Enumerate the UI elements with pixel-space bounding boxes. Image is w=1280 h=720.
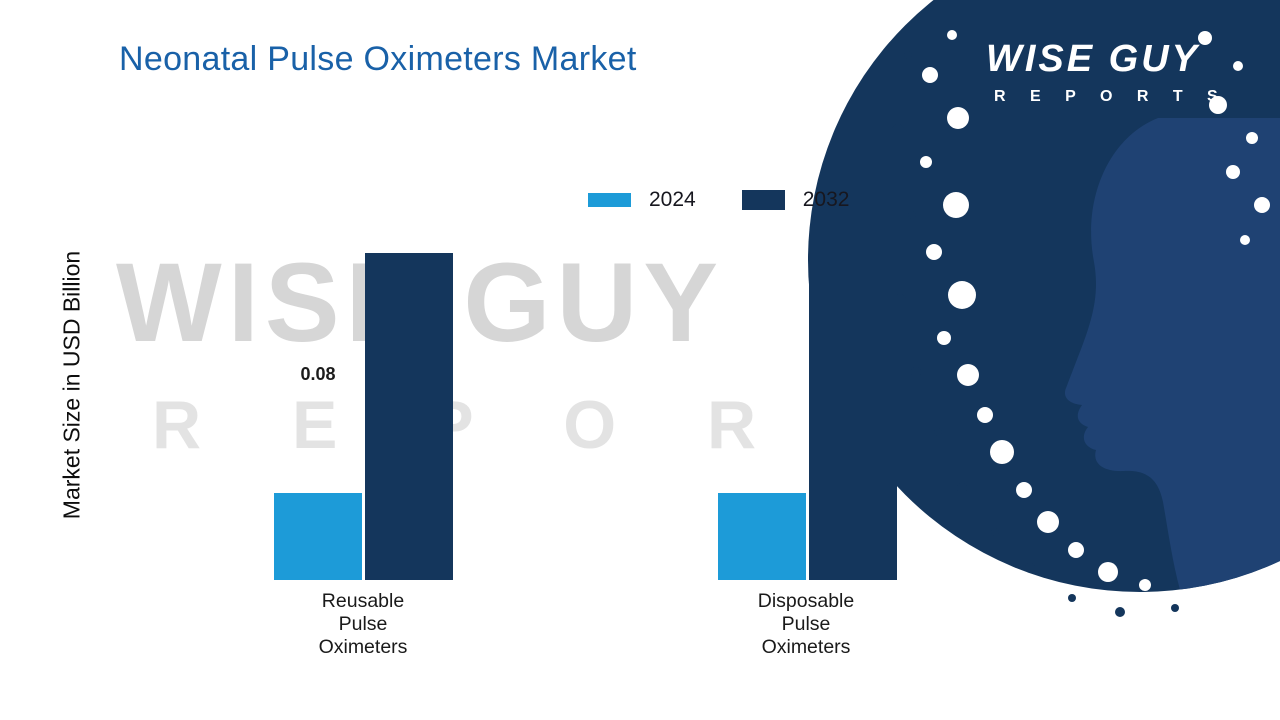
- bar-2024-disposable: [718, 493, 806, 580]
- legend-label-2032: 2032: [802, 188, 850, 211]
- bar-2024-reusable: [274, 493, 362, 580]
- chart-legend: 2024 2032: [588, 188, 849, 212]
- bar-value-label: 0.08: [300, 364, 336, 384]
- legend-label-2024: 2024: [649, 188, 696, 211]
- logo-wordmark: WISE GUY: [986, 38, 1201, 80]
- bar-2032-reusable: [365, 253, 453, 580]
- halftone-dots-navy: [892, 51, 1179, 617]
- logo-subtitle: R E P O R T S: [994, 88, 1228, 105]
- category-label-reusable: Reusable Pulse Oximeters: [318, 590, 408, 658]
- halftone-dots-white: [920, 30, 1270, 591]
- y-axis-label: Market Size in USD Billion: [58, 250, 85, 520]
- bar-2032-disposable: [809, 253, 897, 580]
- bar-group-reusable: [274, 253, 453, 580]
- bar-group-disposable: [718, 253, 897, 580]
- legend-item-2024: 2024: [588, 188, 696, 212]
- face-profile-silhouette: [1064, 118, 1280, 590]
- legend-swatch-2024: [588, 193, 631, 207]
- page-title: Neonatal Pulse Oximeters Market: [119, 40, 637, 78]
- legend-swatch-2032: [741, 190, 785, 210]
- category-label-disposable: Disposable Pulse Oximeters: [757, 590, 855, 658]
- legend-item-2032: 2032: [741, 188, 850, 212]
